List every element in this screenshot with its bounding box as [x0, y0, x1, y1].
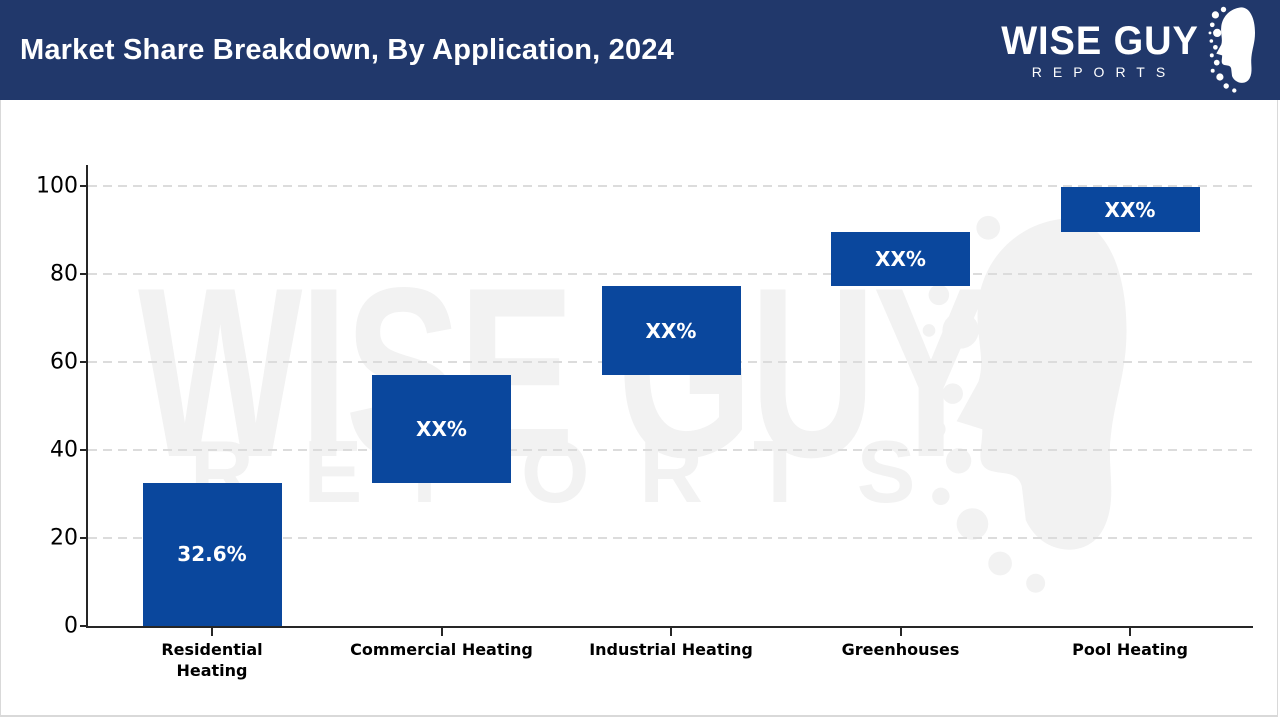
watermark-reports-text: REPORTS — [190, 422, 966, 521]
y-tick-label: 100 — [36, 173, 78, 199]
x-tick-label: Industrial Heating — [589, 640, 753, 659]
y-tick-label: 60 — [50, 349, 78, 375]
header-bar: Market Share Breakdown, By Application, … — [0, 0, 1280, 100]
x-tick-label: Pool Heating — [1072, 640, 1188, 659]
y-axis-line — [86, 165, 88, 628]
y-tick-mark — [80, 537, 88, 539]
y-tick-label: 0 — [64, 613, 78, 639]
x-tick-label: Residential Heating — [161, 640, 263, 680]
watermark-face-icon — [915, 208, 1180, 603]
page-title: Market Share Breakdown, By Application, … — [20, 33, 674, 66]
logo-wiseguy-text: WISE GUY — [1001, 19, 1199, 63]
bar-value-label: 32.6% — [177, 542, 247, 567]
x-tick-mark — [670, 628, 672, 636]
watermark-wiseguy-text: WISE GUY — [138, 238, 989, 508]
x-tick-mark — [899, 628, 902, 636]
logo-face-icon — [1208, 5, 1266, 95]
y-tick-mark — [80, 273, 88, 275]
x-tick-mark — [211, 628, 213, 636]
x-tick-mark — [1129, 628, 1131, 636]
y-tick-label: 20 — [50, 525, 78, 551]
x-tick-label: Commercial Heating — [350, 640, 533, 659]
wise-guy-logo: WISE GUY REPORTS — [996, 5, 1266, 95]
y-tick-mark — [80, 625, 88, 627]
x-axis-line — [86, 626, 1253, 628]
y-tick-label: 40 — [50, 437, 78, 463]
logo-reports-text: REPORTS — [1031, 64, 1177, 80]
y-tick-mark — [80, 361, 88, 363]
y-tick-mark — [80, 449, 88, 451]
x-tick-mark — [440, 628, 443, 636]
logo-text: WISE GUY REPORTS — [996, 21, 1204, 79]
y-tick-label: 80 — [50, 261, 78, 287]
y-tick-mark — [80, 185, 88, 187]
grid-line — [88, 185, 1253, 187]
x-tick-label: Greenhouses — [841, 640, 960, 659]
